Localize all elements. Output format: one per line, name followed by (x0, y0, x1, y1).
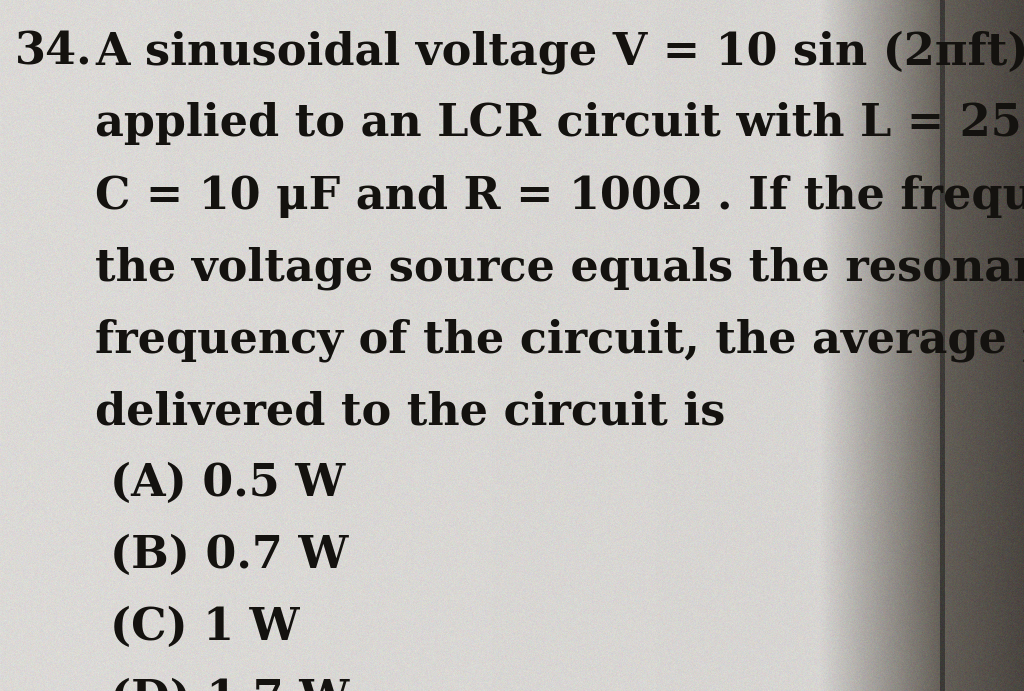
Text: (B) 0.7 W: (B) 0.7 W (110, 534, 348, 577)
Text: C = 10 μF and R = 100Ω . If the frequency of: C = 10 μF and R = 100Ω . If the frequenc… (95, 174, 1024, 218)
Text: frequency of the circuit, the average power: frequency of the circuit, the average po… (95, 318, 1024, 361)
Text: A sinusoidal voltage V = 10 sin (2πft) is: A sinusoidal voltage V = 10 sin (2πft) i… (95, 30, 1024, 74)
Text: (D) 1.7 W: (D) 1.7 W (110, 678, 349, 691)
Text: applied to an LCR circuit with L = 25 mH,: applied to an LCR circuit with L = 25 mH… (95, 102, 1024, 145)
Text: (C) 1 W: (C) 1 W (110, 606, 299, 649)
Text: 34.: 34. (15, 30, 92, 73)
Text: delivered to the circuit is: delivered to the circuit is (95, 390, 725, 433)
Text: (A) 0.5 W: (A) 0.5 W (110, 462, 345, 505)
Text: the voltage source equals the resonance: the voltage source equals the resonance (95, 246, 1024, 290)
